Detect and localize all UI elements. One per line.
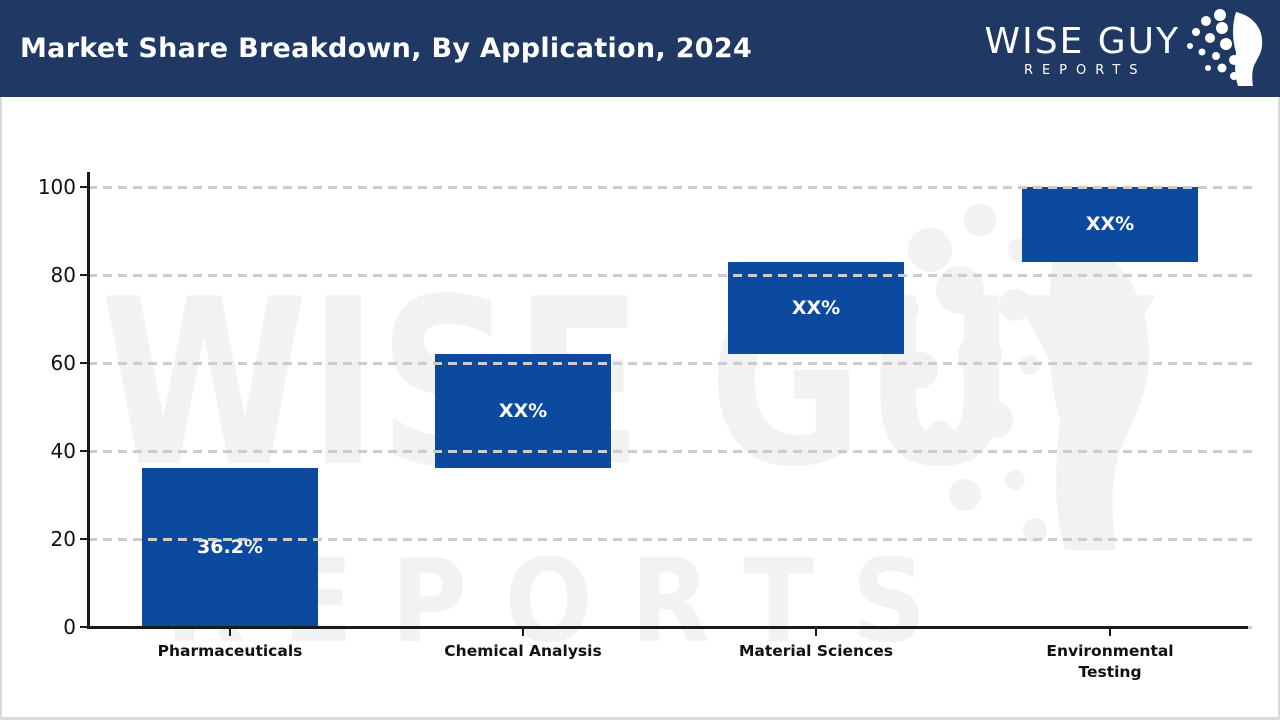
bar-value-label: XX% xyxy=(498,399,548,422)
x-tick-mark-3 xyxy=(814,628,818,636)
brand-logo: WISE GUY REPORTS xyxy=(985,8,1269,92)
y-tick-label-20: 20 xyxy=(50,527,76,551)
bar-material-sciences: XX% xyxy=(728,261,904,355)
y-tick-label-60: 60 xyxy=(50,351,76,375)
y-tick-mark-100 xyxy=(80,185,88,189)
y-tick-mark-0 xyxy=(80,625,88,629)
watermark-text: WISE GUY xyxy=(100,251,1154,518)
y-tick-label-100: 100 xyxy=(37,175,76,199)
gridline-100 xyxy=(88,185,1252,189)
wise-guy-face-icon xyxy=(1182,8,1268,92)
x-tick-mark-1 xyxy=(228,628,232,636)
bar-value-label: XX% xyxy=(791,296,841,319)
bar-chemical-analysis: XX% xyxy=(435,354,611,468)
x-tick-mark-2 xyxy=(521,628,525,636)
y-tick-label-0: 0 xyxy=(63,615,76,639)
brand-logo-text: WISE GUY REPORTS xyxy=(985,22,1181,79)
y-tick-mark-40 xyxy=(80,449,88,453)
header-band: Market Share Breakdown, By Application, … xyxy=(0,0,1280,97)
brand-logo-subtitle: REPORTS xyxy=(1023,63,1147,79)
brand-logo-name: WISE GUY xyxy=(984,20,1180,62)
y-tick-mark-20 xyxy=(80,537,88,541)
gridline-40 xyxy=(88,449,1252,453)
page-title: Market Share Breakdown, By Application, … xyxy=(20,33,753,64)
y-tick-mark-60 xyxy=(80,361,88,365)
gridline-60 xyxy=(88,361,1252,365)
bar-pharmaceuticals: 36.2% xyxy=(142,467,318,627)
bar-value-label: XX% xyxy=(1085,213,1135,236)
y-tick-label-80: 80 xyxy=(50,263,76,287)
category-label-material-sciences: Material Sciences xyxy=(738,642,894,660)
x-tick-mark-4 xyxy=(1108,628,1112,636)
gridline-80 xyxy=(88,273,1252,277)
watermark-face-dots-icon xyxy=(860,190,1260,594)
category-label-pharmaceuticals: Pharmaceuticals xyxy=(157,642,303,660)
category-label-environmental-testing: Environmental Testing xyxy=(1046,642,1174,681)
bar-value-label: 36.2% xyxy=(197,536,263,559)
bar-environmental-testing: XX% xyxy=(1022,187,1198,262)
y-tick-label-40: 40 xyxy=(50,439,76,463)
category-label-chemical-analysis: Chemical Analysis xyxy=(444,642,602,660)
x-axis-spine xyxy=(87,626,1248,629)
y-axis-spine xyxy=(87,172,90,628)
y-tick-mark-80 xyxy=(80,273,88,277)
gridline-20 xyxy=(88,537,1252,541)
